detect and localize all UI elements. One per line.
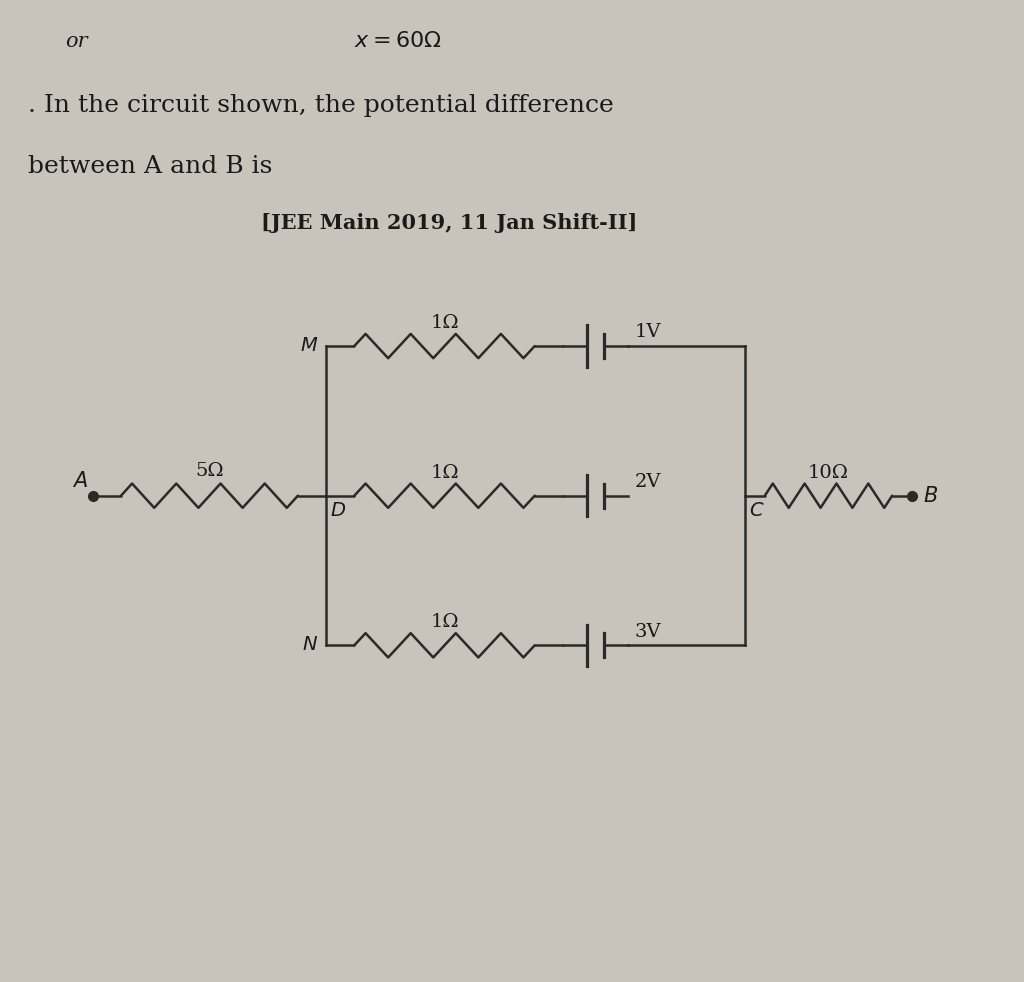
Text: 5Ω: 5Ω: [196, 462, 224, 480]
Text: $C$: $C$: [750, 502, 765, 520]
Text: $B$: $B$: [924, 486, 939, 506]
Text: 3V: 3V: [635, 623, 662, 640]
Text: $x = 60\Omega$: $x = 60\Omega$: [353, 29, 441, 52]
Text: [JEE Main 2019, 11 Jan Shift-II]: [JEE Main 2019, 11 Jan Shift-II]: [261, 213, 637, 233]
Text: $N$: $N$: [302, 636, 318, 654]
Text: 2V: 2V: [635, 473, 662, 491]
Text: or: or: [66, 31, 88, 51]
Text: 1V: 1V: [635, 323, 662, 342]
Text: 1Ω: 1Ω: [430, 314, 459, 332]
Text: . In the circuit shown, the potential difference: . In the circuit shown, the potential di…: [28, 94, 613, 117]
Text: 1Ω: 1Ω: [430, 464, 459, 481]
Text: $M$: $M$: [300, 337, 318, 355]
Text: $A$: $A$: [73, 471, 88, 491]
Text: between A and B is: between A and B is: [28, 155, 272, 178]
Text: $D$: $D$: [331, 502, 346, 520]
Text: 10Ω: 10Ω: [808, 464, 849, 481]
Text: 1Ω: 1Ω: [430, 614, 459, 631]
